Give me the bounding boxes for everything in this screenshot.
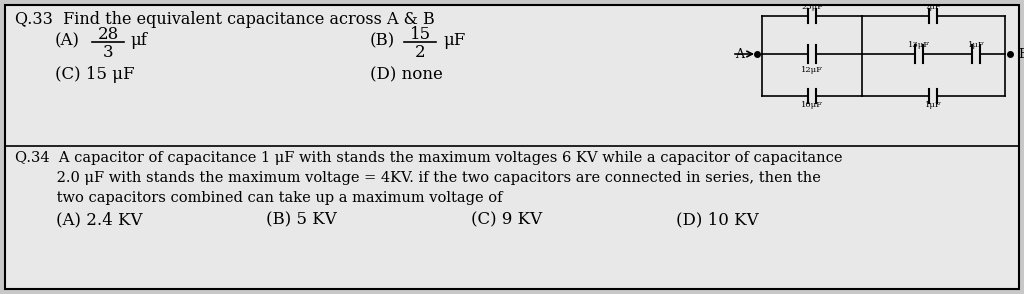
Text: B: B: [1019, 48, 1024, 61]
Text: A: A: [735, 48, 744, 61]
Text: (B) 5 KV: (B) 5 KV: [266, 211, 337, 228]
Text: (D) none: (D) none: [370, 66, 442, 83]
Text: 7μF: 7μF: [925, 3, 941, 11]
Text: (A): (A): [55, 32, 80, 49]
Text: 28: 28: [97, 26, 119, 43]
Text: (B): (B): [370, 32, 395, 49]
Text: 10μF: 10μF: [801, 101, 823, 109]
Text: 15: 15: [410, 26, 430, 43]
Text: 23μF: 23μF: [801, 3, 823, 11]
Text: μF: μF: [443, 32, 465, 49]
Text: Q.34  A capacitor of capacitance 1 μF with stands the maximum voltages 6 KV whil: Q.34 A capacitor of capacitance 1 μF wit…: [15, 151, 843, 165]
Text: 1μF: 1μF: [968, 41, 984, 49]
Text: (C) 9 KV: (C) 9 KV: [471, 211, 542, 228]
Text: 12μF: 12μF: [801, 66, 823, 74]
Text: (D) 10 KV: (D) 10 KV: [676, 211, 759, 228]
Text: μf: μf: [130, 32, 146, 49]
Text: 2: 2: [415, 44, 425, 61]
Text: 2.0 μF with stands the maximum voltage = 4KV. if the two capacitors are connecte: 2.0 μF with stands the maximum voltage =…: [15, 171, 821, 185]
Text: (C) 15 μF: (C) 15 μF: [55, 66, 134, 83]
Text: 1μF: 1μF: [925, 101, 941, 109]
Text: (A) 2.4 KV: (A) 2.4 KV: [56, 211, 142, 228]
Bar: [5, 5, 1019, 146]
Text: 13μF: 13μF: [908, 41, 930, 49]
Text: Q.33  Find the equivalent capacitance across A & B: Q.33 Find the equivalent capacitance acr…: [15, 11, 435, 28]
Text: two capacitors combined can take up a maximum voltage of: two capacitors combined can take up a ma…: [15, 191, 503, 205]
Text: 3: 3: [102, 44, 114, 61]
Bar: [5, 146, 1019, 289]
